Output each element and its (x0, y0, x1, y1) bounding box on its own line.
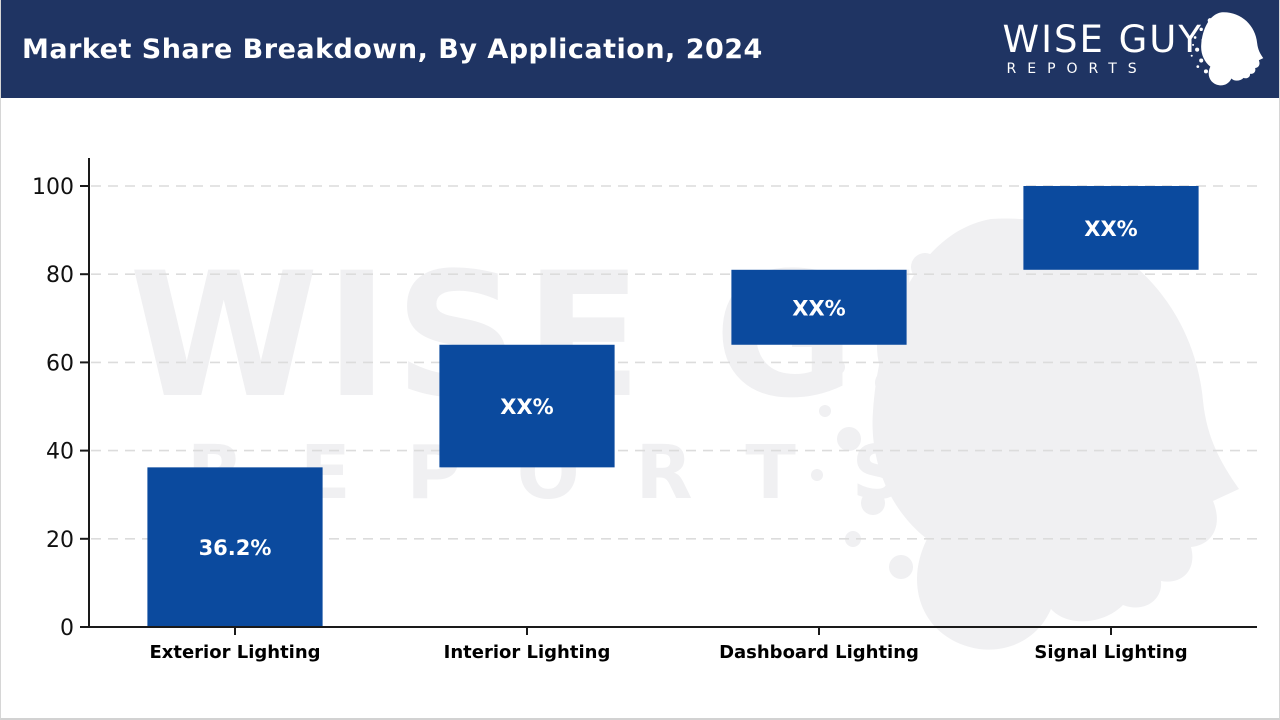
logo-text: WISE GUY REPORTS (1002, 17, 1203, 78)
y-tick-label: 20 (46, 528, 74, 553)
y-tick-label: 60 (46, 351, 74, 376)
y-tick-label: 80 (46, 263, 74, 288)
x-category-label: Dashboard Lighting (719, 642, 919, 663)
logo-wordmark: WISE GUY (1002, 17, 1203, 61)
x-category-label: Signal Lighting (1034, 642, 1187, 663)
bar-segment (147, 467, 323, 627)
bar-segment (1023, 186, 1199, 270)
bar-value-label: XX% (1084, 217, 1137, 241)
y-tick-label: 100 (32, 175, 74, 200)
x-category-label: Exterior Lighting (149, 642, 320, 663)
bar-value-label: 36.2% (199, 536, 272, 560)
y-tick-label: 40 (46, 440, 74, 465)
bar-value-label: XX% (792, 296, 845, 320)
bar-segment (439, 344, 615, 468)
bar-segment (731, 269, 907, 345)
chart-title: Market Share Breakdown, By Application, … (22, 33, 763, 65)
header: Market Share Breakdown, By Application, … (1, 0, 1279, 98)
logo-subtitle: REPORTS (1006, 61, 1148, 78)
y-tick-label: 0 (60, 616, 74, 641)
wiseguy-logo: WISE GUY REPORTS (1003, 7, 1267, 91)
x-category-label: Interior Lighting (444, 642, 611, 663)
bar-value-label: XX% (500, 395, 553, 419)
